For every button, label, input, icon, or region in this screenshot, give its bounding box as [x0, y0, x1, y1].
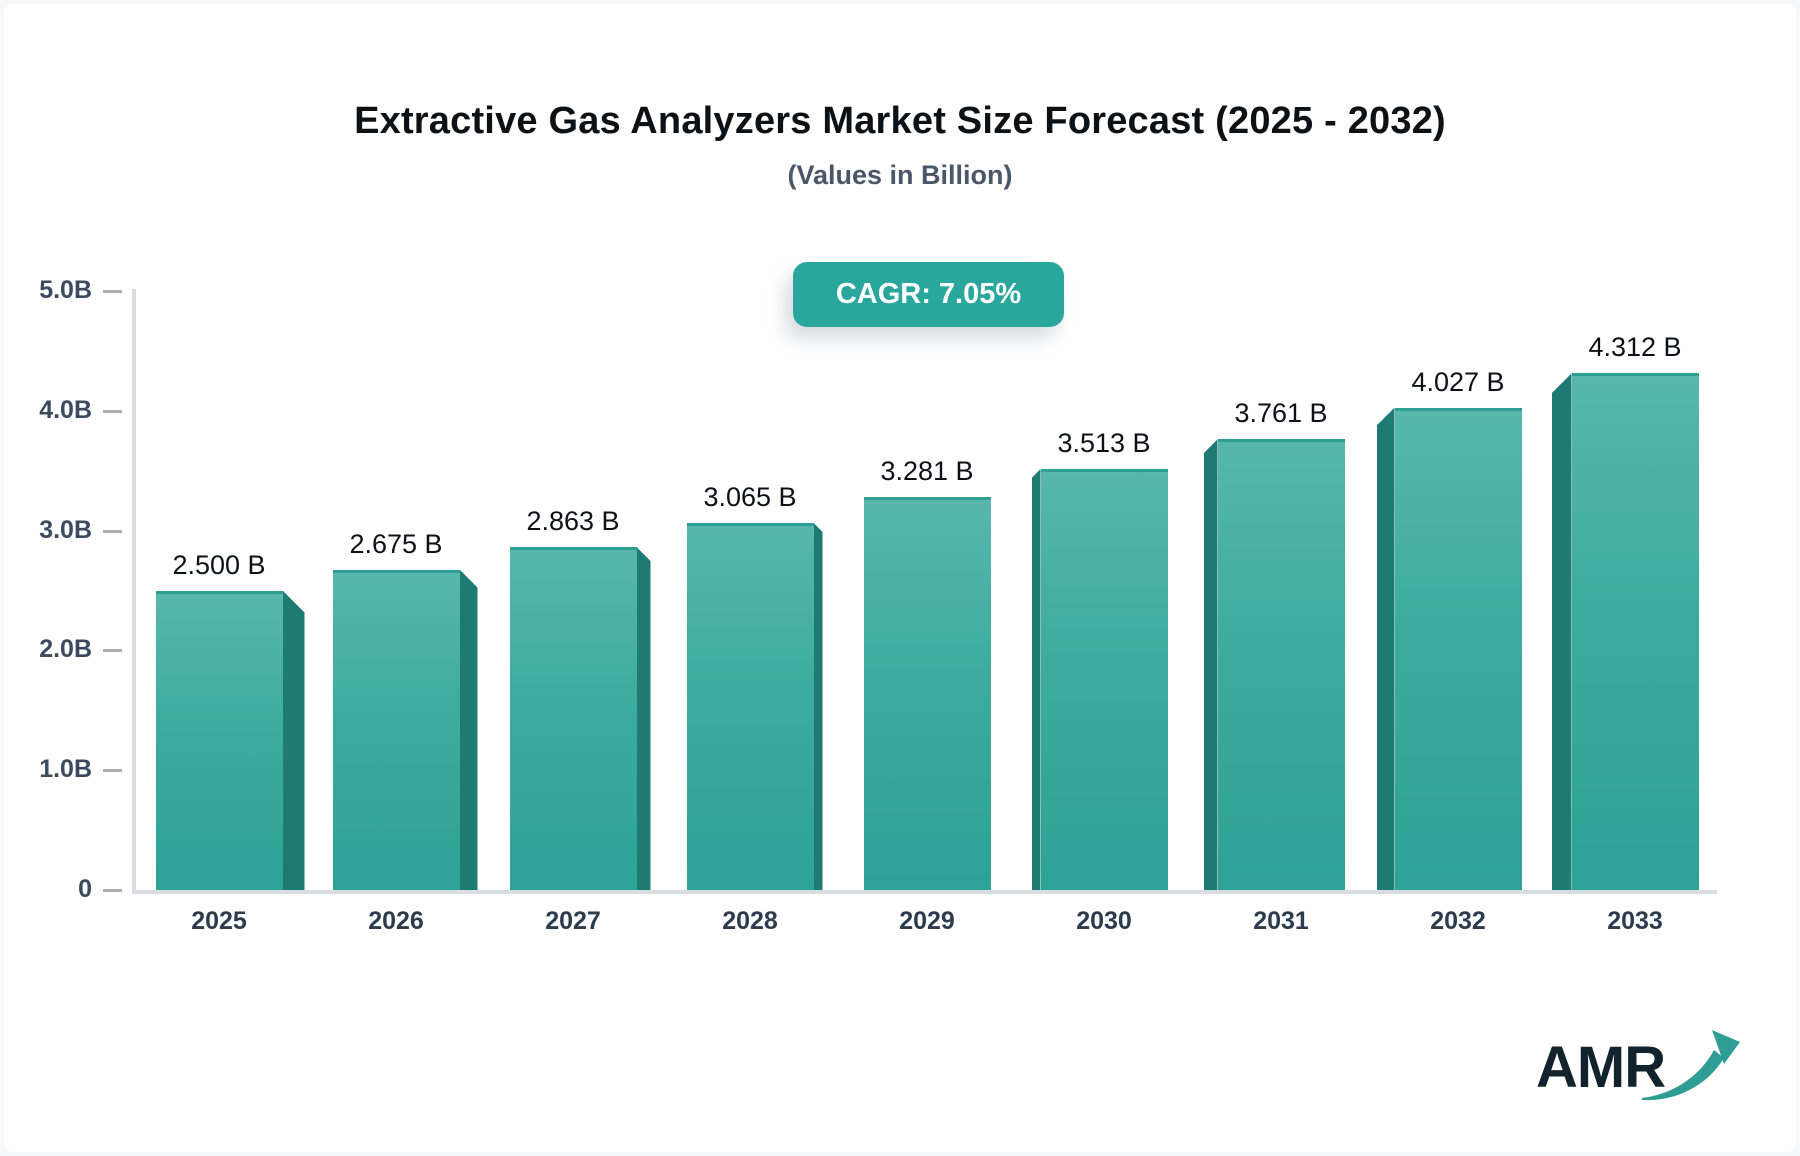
bar-side-right-2025: [282, 590, 305, 890]
bar-value-label-2031: 3.761 B: [1234, 398, 1328, 429]
x-axis-label-2025: 2025: [191, 907, 247, 935]
bar-2027: [509, 547, 637, 890]
bar-side-left-2030: [1031, 469, 1041, 890]
y-tick-label: 4.0B: [39, 395, 92, 424]
bar-2028: [686, 522, 814, 890]
bar-side-right-2026: [459, 569, 478, 890]
x-axis-label-2033: 2033: [1607, 907, 1663, 935]
bar-2026: [332, 569, 460, 890]
bar-value-label-2026: 2.675 B: [349, 528, 443, 559]
bar-2032: [1394, 407, 1522, 890]
bar-value-label-2029: 3.281 B: [880, 455, 974, 486]
bar-side-left-2032: [1376, 407, 1395, 890]
y-tick-dash: [103, 769, 122, 773]
bar-2025: [155, 590, 283, 890]
y-tick-label: 5.0B: [39, 276, 92, 304]
y-tick-dash: [103, 649, 122, 653]
bar-value-label-2028: 3.065 B: [703, 481, 797, 512]
cagr-badge-label: CAGR: 7.05%: [835, 278, 1022, 310]
chart-subtitle: (Values in Billion): [787, 160, 1013, 190]
y-tick-label: 0: [78, 875, 92, 903]
bar-value-label-2032: 4.027 B: [1411, 366, 1505, 397]
x-axis-label-2030: 2030: [1076, 907, 1132, 935]
y-tick-dash: [103, 409, 122, 413]
x-axis-line: [132, 890, 1717, 894]
bar-value-label-2027: 2.863 B: [526, 506, 620, 536]
y-tick-label: 1.0B: [39, 755, 92, 784]
bar-side-right-2027: [636, 547, 651, 890]
x-axis-label-2028: 2028: [722, 907, 778, 935]
growth-arrow-icon: [1642, 1030, 1740, 1101]
chart-card: Extractive Gas Analyzers Market Size For…: [4, 4, 1796, 1152]
bar-value-label-2025: 2.500 B: [172, 549, 266, 580]
y-tick-label: 3.0B: [39, 515, 92, 544]
amr-logo-text: AMR: [1536, 1035, 1666, 1100]
y-tick-dash: [103, 290, 122, 293]
x-axis-label-2026: 2026: [368, 907, 424, 935]
chart-title: Extractive Gas Analyzers Market Size For…: [354, 100, 1446, 142]
bar-value-label-2033: 4.312 B: [1588, 332, 1682, 363]
bar-side-left-2033: [1551, 373, 1572, 890]
x-axis-label-2029: 2029: [899, 907, 955, 935]
bar-value-label-2030: 3.513 B: [1057, 428, 1151, 459]
bar-2033: [1571, 373, 1699, 890]
y-tick-dash: [103, 529, 122, 533]
bar-2029: [863, 496, 991, 890]
y-tick-label: 2.0B: [39, 635, 92, 664]
bar-side-right-2028: [813, 522, 823, 890]
y-tick-dash: [103, 889, 122, 892]
bar-2030: [1040, 469, 1168, 890]
bar-2031: [1217, 439, 1345, 890]
bar-side-left-2031: [1203, 439, 1218, 890]
amr-logo: AMR: [1536, 1030, 1746, 1124]
cagr-badge: CAGR: 7.05%: [793, 262, 1064, 327]
x-axis-label-2031: 2031: [1253, 907, 1309, 935]
x-axis-label-2027: 2027: [545, 907, 601, 935]
x-axis-label-2032: 2032: [1430, 907, 1486, 935]
y-axis-line: [132, 289, 136, 894]
